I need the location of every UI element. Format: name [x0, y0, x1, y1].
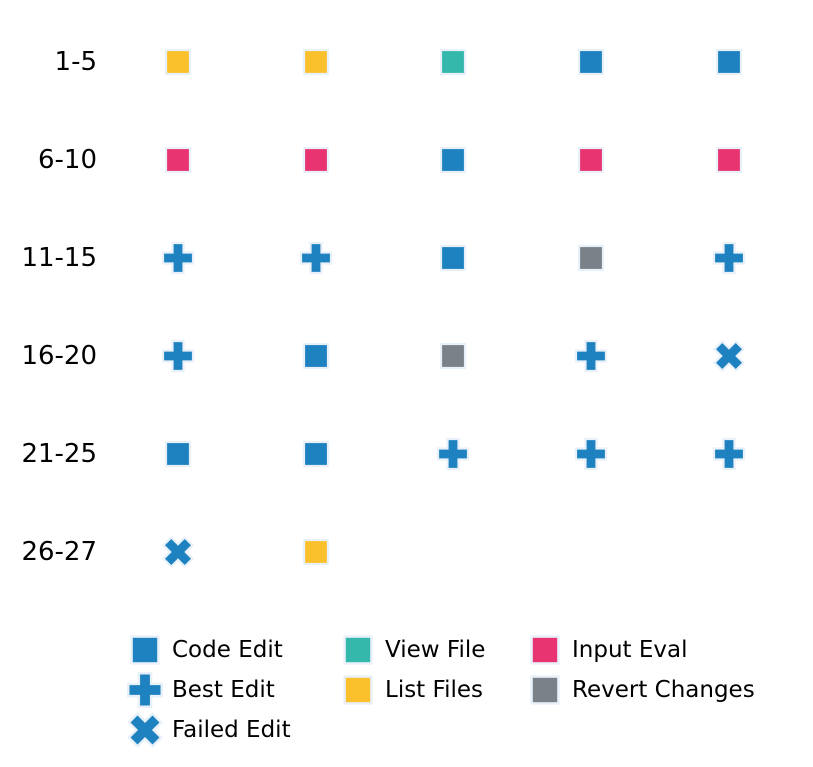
- marker-input-eval: [299, 143, 333, 177]
- square-icon: [302, 48, 330, 76]
- x-icon: [712, 339, 746, 373]
- marker-code-edit: [712, 45, 746, 79]
- row-label: 1-5: [54, 47, 97, 77]
- marker-best-edit: [299, 241, 333, 275]
- square-icon: [715, 48, 743, 76]
- legend-label: Revert Changes: [572, 677, 755, 703]
- legend-column: Code Edit Best Edit Failed Edit: [126, 630, 339, 750]
- marker-input-eval: [712, 143, 746, 177]
- plus-icon: [712, 241, 746, 275]
- square-icon: [302, 440, 330, 468]
- square-icon: [302, 342, 330, 370]
- best-edit-plus-icon: [127, 672, 163, 708]
- legend-item-list-files: List Files: [339, 670, 526, 710]
- square-icon: [164, 146, 192, 174]
- square-icon: [577, 48, 605, 76]
- legend-label: Best Edit: [172, 677, 275, 703]
- plus-icon: [299, 241, 333, 275]
- x-icon: [161, 535, 195, 569]
- square-icon: [164, 48, 192, 76]
- square-icon: [439, 146, 467, 174]
- square-icon: [715, 146, 743, 174]
- plus-icon: [574, 339, 608, 373]
- marker-best-edit: [161, 241, 195, 275]
- plus-icon: [436, 437, 470, 471]
- legend-item-best-edit: Best Edit: [126, 670, 339, 710]
- marker-code-edit: [161, 437, 195, 471]
- legend-label: View File: [385, 637, 486, 663]
- legend-label: Input Eval: [572, 637, 688, 663]
- square-icon: [164, 440, 192, 468]
- row-label: 6-10: [37, 145, 97, 175]
- marker-best-edit: [712, 241, 746, 275]
- square-icon: [439, 342, 467, 370]
- plus-icon: [574, 437, 608, 471]
- legend-item-input-eval: Input Eval: [526, 630, 755, 670]
- row-label: 11-15: [21, 243, 97, 273]
- marker-best-edit: [574, 437, 608, 471]
- square-icon: [439, 48, 467, 76]
- square-icon: [577, 146, 605, 174]
- legend-label: List Files: [385, 677, 483, 703]
- marker-best-edit: [161, 339, 195, 373]
- square-icon: [302, 146, 330, 174]
- marker-failed-edit: [161, 535, 195, 569]
- marker-revert-changes: [574, 241, 608, 275]
- legend-item-failed-edit: Failed Edit: [126, 710, 339, 750]
- marker-code-edit: [574, 45, 608, 79]
- view-file-square-icon: [343, 635, 373, 665]
- square-icon: [302, 538, 330, 566]
- marker-list-files: [161, 45, 195, 79]
- legend-item-code-edit: Code Edit: [126, 630, 339, 670]
- plus-icon: [161, 241, 195, 275]
- legend-label: Failed Edit: [172, 717, 291, 743]
- marker-code-edit: [436, 241, 470, 275]
- marker-input-eval: [161, 143, 195, 177]
- legend-column: View File List Files: [339, 630, 526, 710]
- marker-failed-edit: [712, 339, 746, 373]
- row-label: 16-20: [21, 341, 97, 371]
- code-edit-square-icon: [130, 635, 160, 665]
- row-label: 21-25: [21, 439, 97, 469]
- marker-best-edit: [574, 339, 608, 373]
- legend: Code Edit Best Edit Failed Edit View File Li…: [126, 630, 755, 750]
- marker-input-eval: [574, 143, 608, 177]
- square-icon: [439, 244, 467, 272]
- legend-item-revert-changes: Revert Changes: [526, 670, 755, 710]
- plus-icon: [712, 437, 746, 471]
- revert-changes-square-icon: [530, 675, 560, 705]
- marker-revert-changes: [436, 339, 470, 373]
- legend-item-view-file: View File: [339, 630, 526, 670]
- marker-best-edit: [712, 437, 746, 471]
- marker-list-files: [299, 535, 333, 569]
- marker-best-edit: [436, 437, 470, 471]
- legend-column: Input Eval Revert Changes: [526, 630, 755, 710]
- plot-area: 1-5 6-10 11-15 16-20 21-25 26-27: [21, 45, 746, 569]
- marker-code-edit: [299, 437, 333, 471]
- square-icon: [577, 244, 605, 272]
- failed-edit-x-icon: [127, 712, 163, 748]
- marker-code-edit: [436, 143, 470, 177]
- input-eval-square-icon: [530, 635, 560, 665]
- marker-code-edit: [299, 339, 333, 373]
- marker-view-file: [436, 45, 470, 79]
- plus-icon: [161, 339, 195, 373]
- list-files-square-icon: [343, 675, 373, 705]
- marker-list-files: [299, 45, 333, 79]
- row-label: 26-27: [21, 537, 97, 567]
- legend-label: Code Edit: [172, 637, 283, 663]
